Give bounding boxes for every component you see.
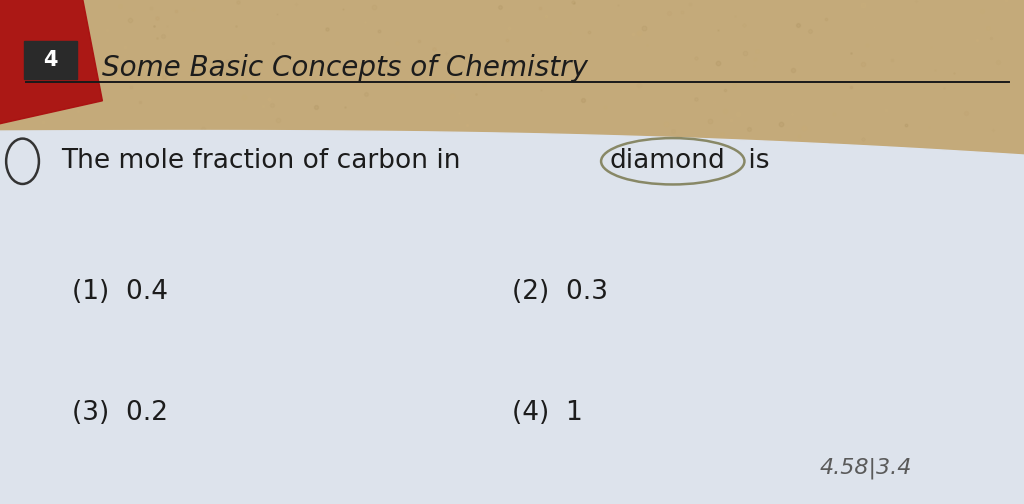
Polygon shape: [0, 0, 102, 126]
FancyBboxPatch shape: [24, 41, 77, 79]
Text: is: is: [740, 148, 770, 174]
Text: (2)  0.3: (2) 0.3: [512, 279, 608, 305]
Text: Some Basic Concepts of Chemistry: Some Basic Concepts of Chemistry: [102, 54, 588, 82]
Text: (3)  0.2: (3) 0.2: [72, 400, 168, 426]
Polygon shape: [0, 131, 1024, 504]
Text: 4: 4: [43, 50, 57, 70]
Text: The mole fraction of carbon in: The mole fraction of carbon in: [61, 148, 469, 174]
Text: 4.58|3.4: 4.58|3.4: [819, 458, 911, 479]
Text: (1)  0.4: (1) 0.4: [72, 279, 168, 305]
Text: diamond: diamond: [609, 148, 725, 174]
Text: (4)  1: (4) 1: [512, 400, 583, 426]
